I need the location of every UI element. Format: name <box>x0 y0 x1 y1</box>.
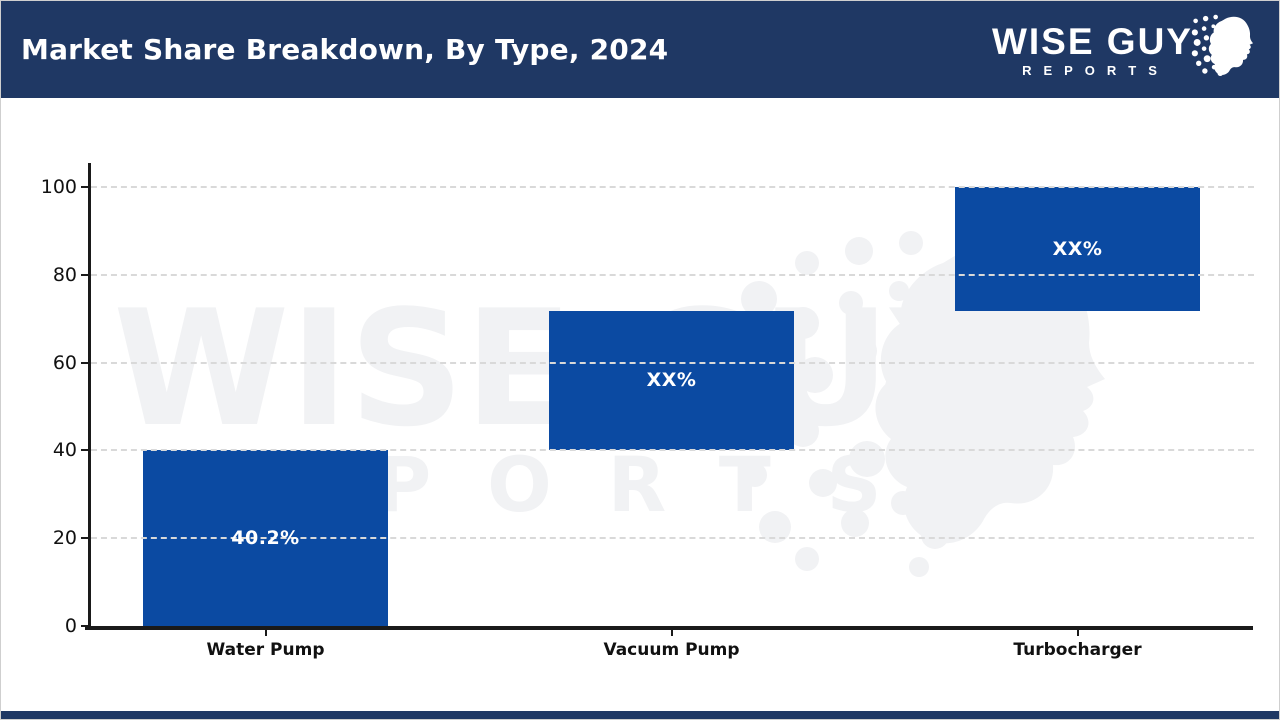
bar-value-label: 40.2% <box>231 526 300 549</box>
y-tick <box>81 186 89 188</box>
bar-value-label: XX% <box>646 369 697 392</box>
gridline <box>91 449 1254 452</box>
x-tick <box>264 629 267 636</box>
y-tick <box>81 537 89 540</box>
logo-line1: WISE GUY <box>991 20 1193 62</box>
gridline <box>91 537 1254 540</box>
page-title: Market Share Breakdown, By Type, 2024 <box>21 33 669 66</box>
gridline <box>91 361 1254 364</box>
y-tick-label: 60 <box>52 351 77 374</box>
logo: WISE GUY REPORTS <box>992 7 1265 93</box>
x-axis-spine <box>85 626 1253 630</box>
logo-line2: REPORTS <box>1022 62 1169 78</box>
gridline <box>91 273 1254 276</box>
bar-value-label: XX% <box>1052 237 1103 260</box>
y-tick <box>81 361 89 364</box>
x-tick-label: Vacuum Pump <box>603 640 740 660</box>
y-tick-label: 20 <box>52 527 77 550</box>
y-tick <box>81 273 89 276</box>
x-tick <box>1076 629 1079 636</box>
x-tick-label: Turbocharger <box>1013 640 1142 660</box>
y-tick <box>81 449 89 452</box>
logo-face-icon <box>1191 14 1254 76</box>
x-tick-label: Water Pump <box>206 640 325 660</box>
y-tick <box>81 625 89 627</box>
y-axis-spine <box>88 163 91 629</box>
y-tick-label: 0 <box>64 615 77 637</box>
header: Market Share Breakdown, By Type, 2024 WI… <box>1 1 1279 98</box>
x-tick <box>670 629 673 636</box>
y-tick-label: 40 <box>52 439 77 462</box>
gridline <box>91 186 1254 188</box>
y-tick-label: 100 <box>40 176 77 198</box>
y-tick-label: 80 <box>52 263 77 286</box>
logo-wordmark: WISE GUY REPORTS <box>992 23 1193 77</box>
footer-bar <box>1 711 1279 719</box>
